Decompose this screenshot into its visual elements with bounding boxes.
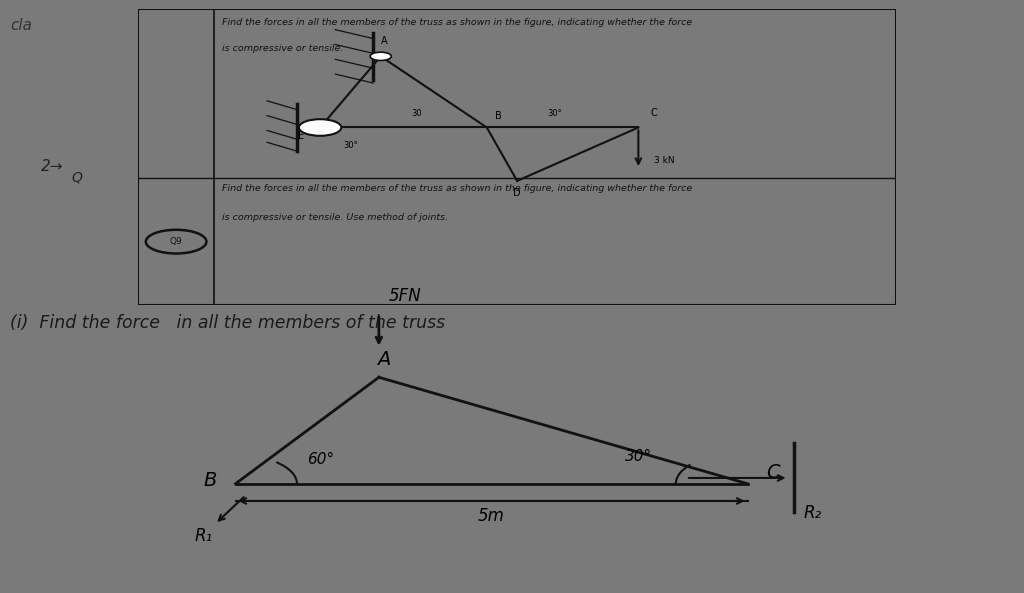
Text: (i)  Find the force   in all the members of the truss: (i) Find the force in all the members of…: [10, 314, 445, 332]
Text: 30°: 30°: [548, 109, 562, 117]
Text: A: A: [381, 37, 388, 46]
Text: Find the forces in all the members of the truss as shown in the figure, indicati: Find the forces in all the members of th…: [221, 18, 692, 27]
Text: cla: cla: [10, 18, 32, 33]
Text: R₂: R₂: [804, 504, 822, 522]
Text: is compressive or tensile. Use method of joints.: is compressive or tensile. Use method of…: [221, 213, 447, 222]
Text: C: C: [650, 108, 656, 117]
Text: B: B: [203, 471, 217, 490]
Text: is compressive or tensile.: is compressive or tensile.: [221, 44, 343, 53]
Text: R₁: R₁: [195, 527, 213, 545]
Text: 30°: 30°: [625, 449, 651, 464]
Text: 30: 30: [411, 109, 422, 117]
Text: 5m: 5m: [478, 507, 505, 525]
Text: D: D: [513, 188, 521, 197]
Text: A: A: [377, 350, 391, 369]
Text: 5FN: 5FN: [389, 288, 422, 305]
Text: Find the forces in all the members of the truss as shown in the figure, indicati: Find the forces in all the members of th…: [221, 184, 692, 193]
Text: Q: Q: [72, 171, 83, 185]
Text: 30°: 30°: [343, 141, 357, 150]
Text: C: C: [766, 463, 780, 482]
Circle shape: [370, 52, 391, 60]
Text: B: B: [495, 111, 502, 120]
Text: Q9: Q9: [170, 237, 182, 246]
Text: 2→: 2→: [41, 158, 63, 174]
Circle shape: [299, 119, 341, 136]
Text: E: E: [298, 132, 304, 141]
Text: 60°: 60°: [307, 452, 334, 467]
Text: 3 kN: 3 kN: [653, 156, 674, 165]
